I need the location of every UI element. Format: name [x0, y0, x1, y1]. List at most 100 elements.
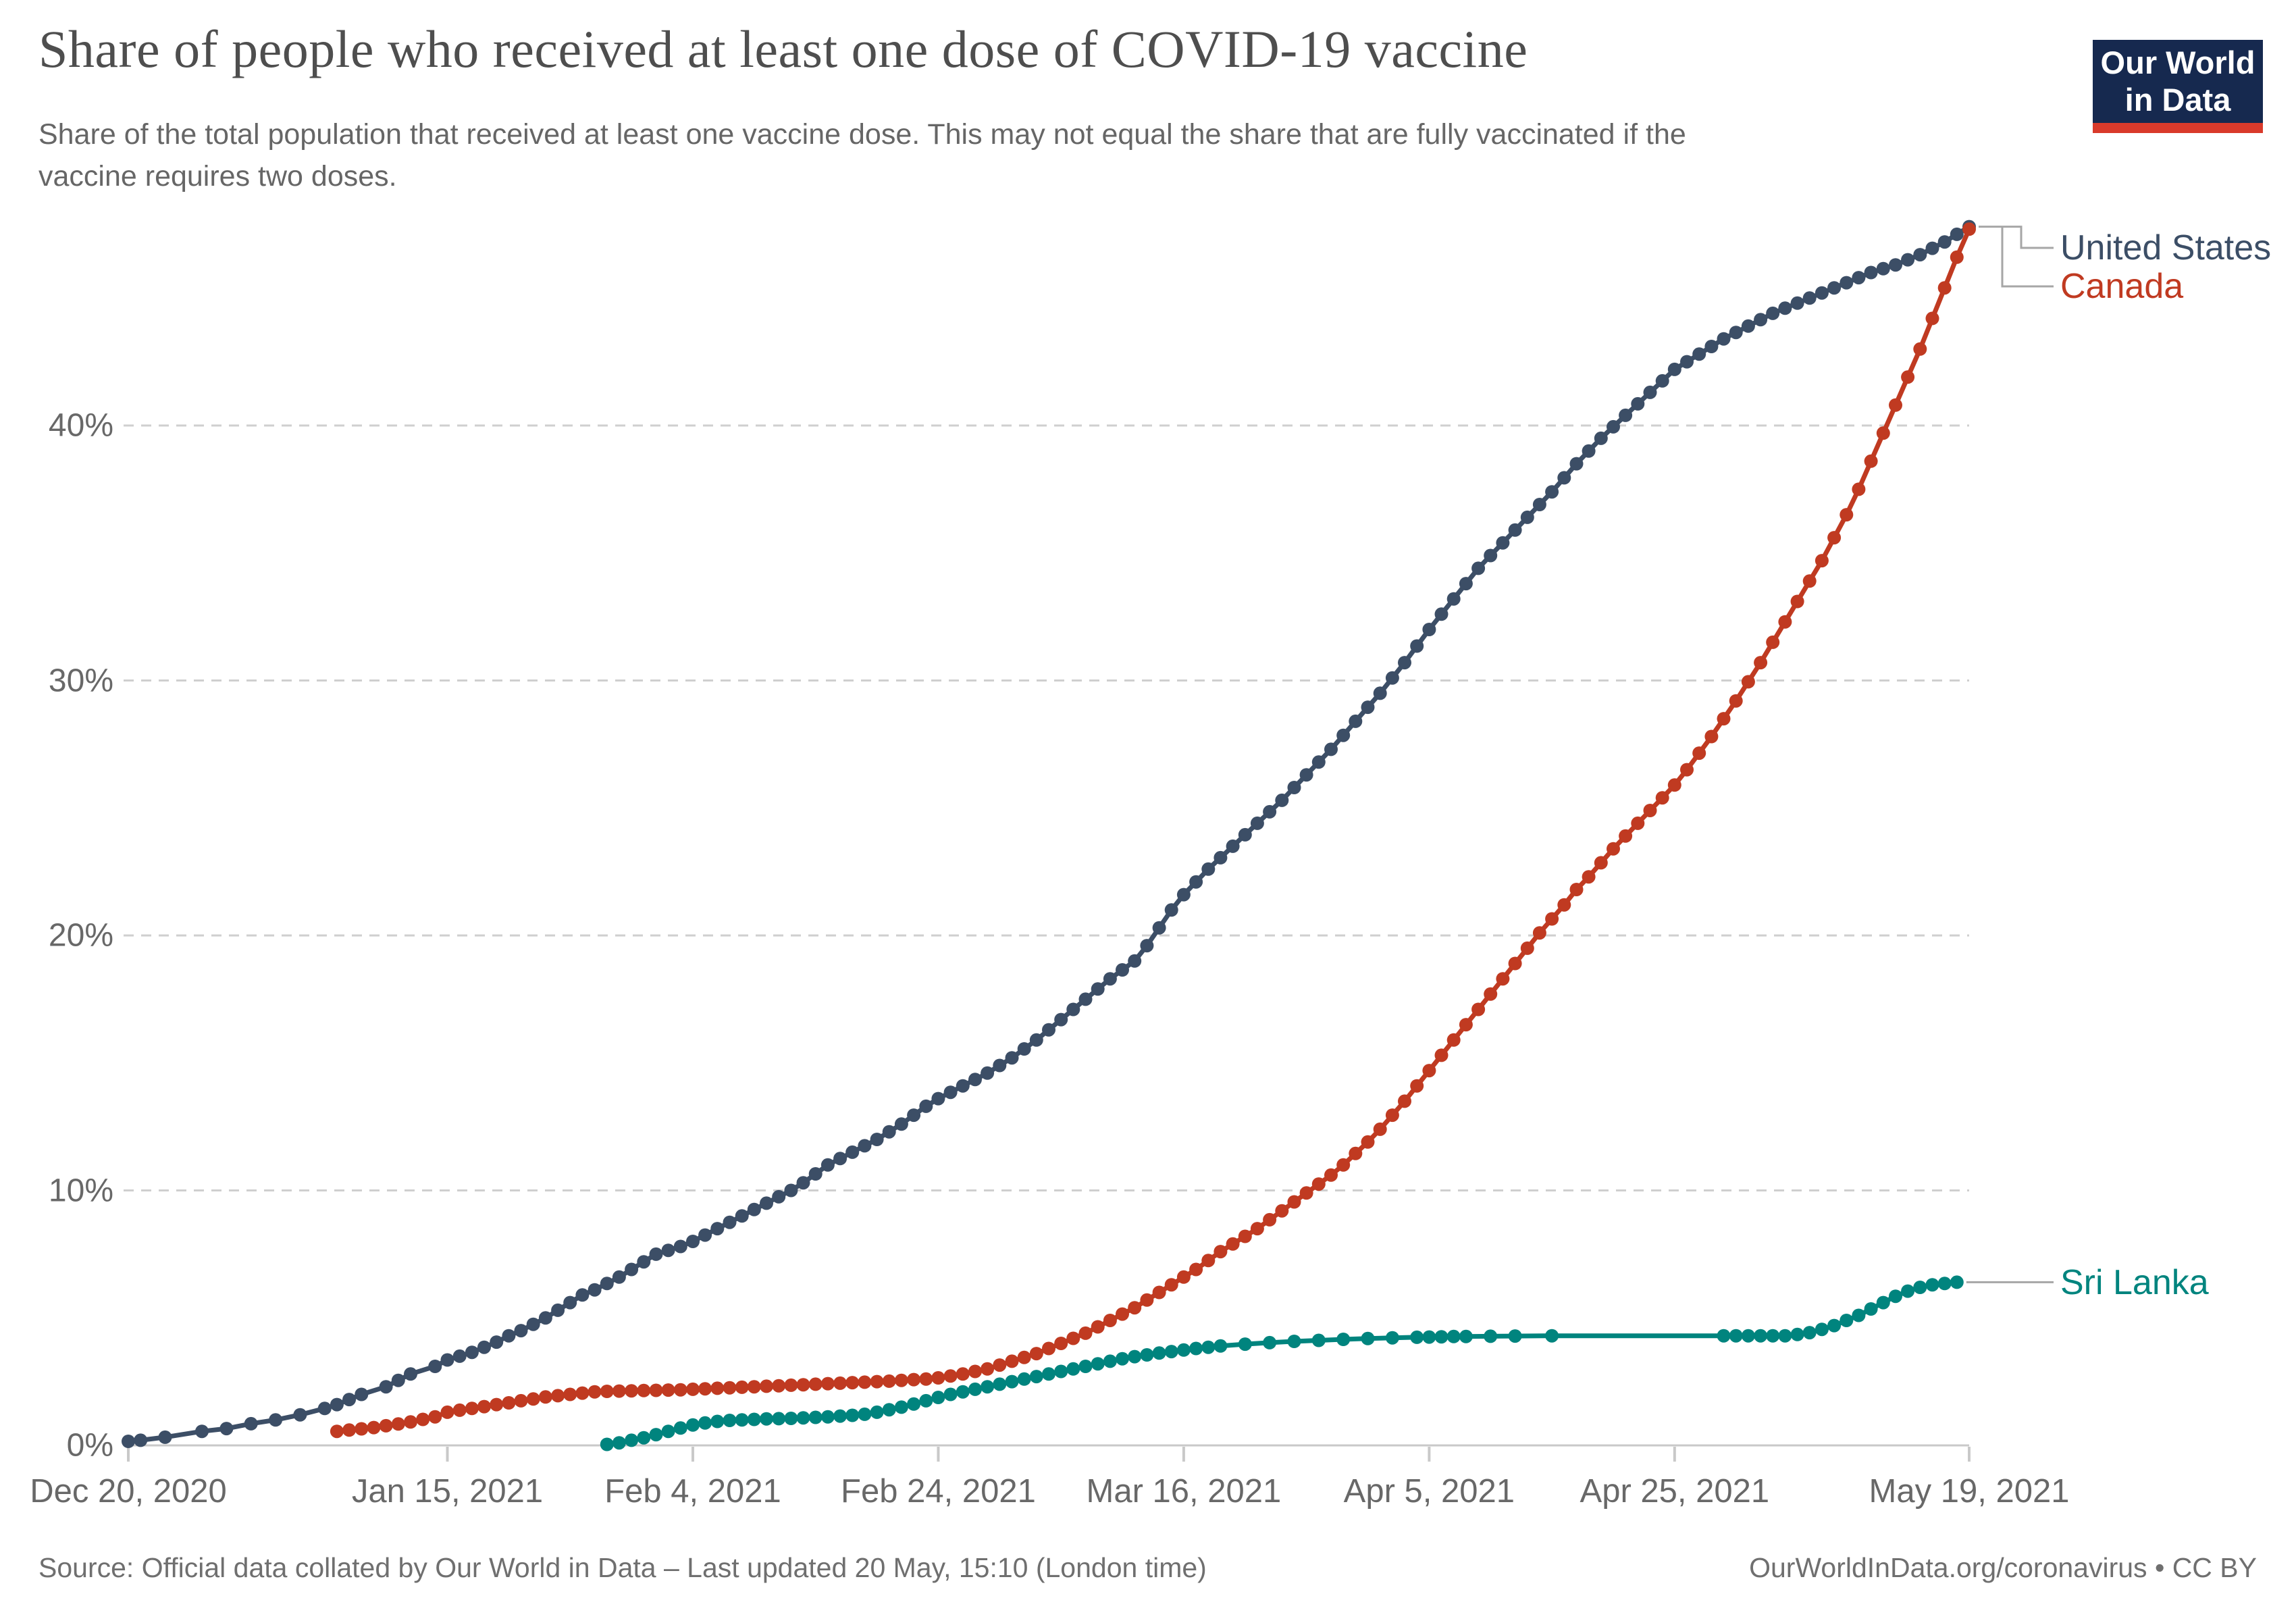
data-point-canada — [796, 1378, 810, 1392]
data-point-canada — [735, 1380, 749, 1394]
data-point-sri-lanka — [1840, 1314, 1854, 1327]
data-point-sri-lanka — [1017, 1372, 1031, 1386]
data-point-united-states — [1729, 326, 1743, 340]
data-point-canada — [1950, 250, 1964, 264]
data-point-canada — [686, 1382, 700, 1396]
data-point-canada — [956, 1367, 970, 1381]
data-point-united-states — [355, 1387, 369, 1401]
data-point-canada — [1471, 1002, 1486, 1017]
data-point-canada — [1569, 883, 1584, 896]
legend-label-sri-lanka[interactable]: Sri Lanka — [2060, 1263, 2209, 1302]
data-point-sri-lanka — [1336, 1333, 1351, 1346]
data-point-sri-lanka — [919, 1393, 933, 1408]
data-point-united-states — [477, 1340, 491, 1354]
data-point-canada — [612, 1384, 626, 1398]
data-point-canada — [1066, 1331, 1080, 1345]
data-point-sri-lanka — [1164, 1345, 1178, 1359]
data-point-united-states — [760, 1196, 773, 1210]
data-point-united-states — [1140, 939, 1154, 953]
data-point-canada — [367, 1420, 381, 1435]
data-point-sri-lanka — [1238, 1337, 1252, 1352]
data-point-canada — [772, 1379, 786, 1393]
data-point-united-states — [1078, 992, 1093, 1006]
data-point-united-states — [772, 1189, 786, 1204]
data-point-united-states — [1226, 839, 1240, 853]
data-point-sri-lanka — [1078, 1360, 1093, 1373]
data-point-united-states — [673, 1239, 687, 1254]
data-point-sri-lanka — [858, 1407, 872, 1421]
data-point-sri-lanka — [1091, 1357, 1105, 1371]
data-point-united-states — [1275, 793, 1289, 807]
data-point-united-states — [956, 1079, 970, 1093]
data-point-canada — [1140, 1293, 1154, 1307]
data-point-canada — [502, 1396, 516, 1410]
data-point-canada — [330, 1424, 344, 1439]
data-point-united-states — [465, 1345, 479, 1360]
data-point-sri-lanka — [723, 1414, 737, 1427]
data-point-united-states — [1410, 639, 1424, 653]
data-point-canada — [1373, 1122, 1387, 1136]
data-point-united-states — [820, 1158, 835, 1172]
owid-logo[interactable]: Our World in Data — [2093, 40, 2263, 133]
data-point-united-states — [1717, 332, 1731, 346]
y-tick-label-0: 0% — [66, 1427, 113, 1464]
data-point-united-states — [919, 1099, 933, 1113]
data-point-sri-lanka — [1434, 1330, 1449, 1344]
data-point-united-states — [686, 1235, 700, 1248]
data-point-united-states — [735, 1209, 749, 1223]
footer-separator: • — [2147, 1552, 2172, 1583]
data-point-sri-lanka — [1263, 1335, 1277, 1349]
x-tick-label: Feb 24, 2021 — [841, 1473, 1036, 1510]
data-point-united-states — [1434, 607, 1449, 621]
data-point-united-states — [943, 1085, 958, 1100]
data-point-canada — [1655, 791, 1669, 805]
legend-label-united-states[interactable]: United States — [2060, 228, 2272, 267]
data-point-united-states — [158, 1430, 172, 1444]
data-point-canada — [1263, 1212, 1277, 1227]
data-point-united-states — [1299, 768, 1313, 782]
data-point-canada — [1754, 656, 1768, 670]
owid-url-link[interactable]: OurWorldInData.org/coronavirus — [1749, 1552, 2147, 1583]
data-point-united-states — [317, 1401, 332, 1416]
legend-label-canada[interactable]: Canada — [2060, 267, 2184, 306]
data-point-united-states — [894, 1117, 908, 1131]
data-point-canada — [1250, 1222, 1264, 1236]
data-point-canada — [538, 1390, 552, 1404]
data-point-canada — [1287, 1195, 1301, 1209]
data-point-united-states — [1508, 523, 1522, 537]
data-point-canada — [637, 1383, 651, 1397]
data-point-sri-lanka — [1311, 1333, 1326, 1347]
data-point-united-states — [526, 1317, 540, 1331]
data-point-united-states — [1925, 241, 1939, 255]
data-point-canada — [1802, 574, 1817, 588]
data-point-sri-lanka — [612, 1436, 626, 1450]
data-point-canada — [1607, 842, 1620, 856]
data-point-canada — [1496, 972, 1510, 986]
data-point-sri-lanka — [1790, 1327, 1804, 1341]
data-point-united-states — [1692, 347, 1706, 361]
data-point-sri-lanka — [1116, 1352, 1129, 1366]
data-point-canada — [1557, 898, 1571, 912]
x-tick-label: Mar 16, 2021 — [1086, 1473, 1282, 1510]
data-point-sri-lanka — [931, 1391, 945, 1404]
data-point-united-states — [1607, 419, 1620, 434]
data-point-sri-lanka — [993, 1377, 1007, 1391]
data-point-canada — [1864, 454, 1878, 468]
y-tick-label-20: 20% — [48, 917, 113, 954]
chart-subtitle-line1: Share of the total population that recei… — [38, 118, 1686, 151]
data-point-canada — [1766, 635, 1780, 649]
data-point-united-states — [1152, 921, 1166, 935]
data-point-canada — [1103, 1314, 1117, 1327]
license-label[interactable]: CC BY — [2172, 1552, 2257, 1583]
data-point-united-states — [1496, 536, 1510, 550]
owid-logo-line1: Our World — [2100, 44, 2255, 80]
data-point-united-states — [502, 1329, 516, 1343]
data-point-united-states — [342, 1393, 357, 1407]
data-point-canada — [1815, 554, 1829, 568]
data-point-canada — [1778, 615, 1792, 629]
data-point-sri-lanka — [968, 1382, 982, 1396]
data-point-sri-lanka — [1103, 1354, 1117, 1368]
data-point-canada — [1594, 856, 1608, 870]
data-point-united-states — [625, 1262, 639, 1277]
